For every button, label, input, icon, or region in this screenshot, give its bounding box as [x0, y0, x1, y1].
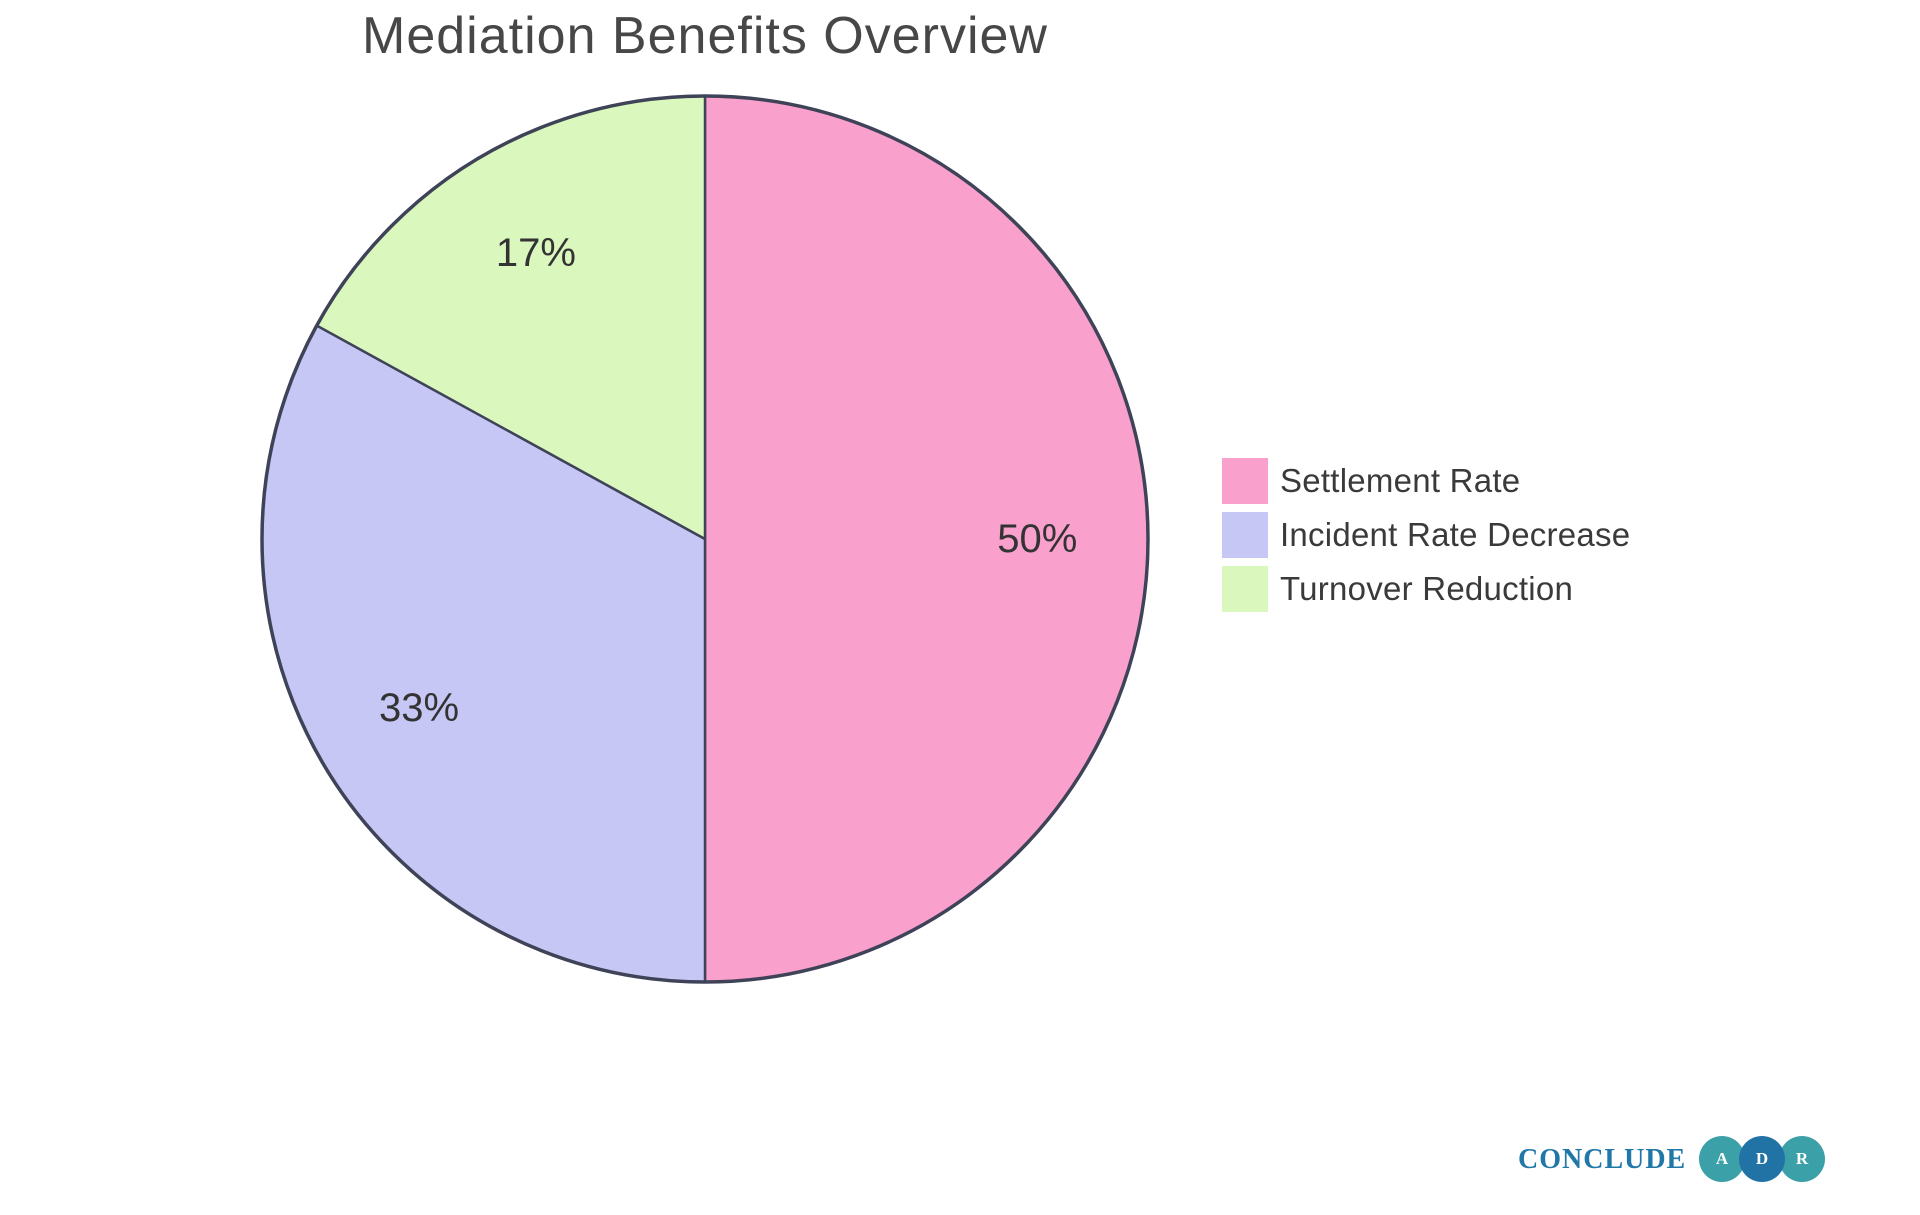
pie-slice-label-2: 17%	[496, 231, 576, 275]
legend-item-turnover-reduction: Turnover Reduction	[1222, 566, 1630, 612]
legend-label-incident-rate-decrease: Incident Rate Decrease	[1280, 516, 1631, 553]
legend-item-incident-rate-decrease: Incident Rate Decrease	[1222, 512, 1630, 558]
pie-outer-ring	[260, 94, 1150, 984]
legend-item-settlement-rate: Settlement Rate	[1222, 458, 1630, 504]
brand-badge-a: A	[1699, 1136, 1745, 1182]
legend-swatch-turnover-reduction	[1222, 566, 1268, 612]
pie-slice-label-1: 33%	[379, 686, 459, 730]
pie-chart: 50% 33% 17%	[260, 94, 1150, 984]
legend: Settlement Rate Incident Rate Decrease T…	[1222, 458, 1630, 620]
brand-logo: CONCLUDE A D R	[1518, 1136, 1848, 1183]
brand-badge-d: D	[1739, 1136, 1785, 1182]
pie-slice-label-0: 50%	[997, 517, 1077, 561]
brand-wordmark: CONCLUDE	[1518, 1144, 1687, 1175]
legend-swatch-incident-rate-decrease	[1222, 512, 1268, 558]
chart-title: Mediation Benefits Overview	[362, 7, 1048, 65]
brand-badge-r: R	[1779, 1136, 1825, 1182]
legend-label-settlement-rate: Settlement Rate	[1280, 462, 1521, 499]
legend-swatch-settlement-rate	[1222, 458, 1268, 504]
pie-slice-0	[703, 94, 1150, 984]
legend-label-turnover-reduction: Turnover Reduction	[1280, 570, 1574, 607]
